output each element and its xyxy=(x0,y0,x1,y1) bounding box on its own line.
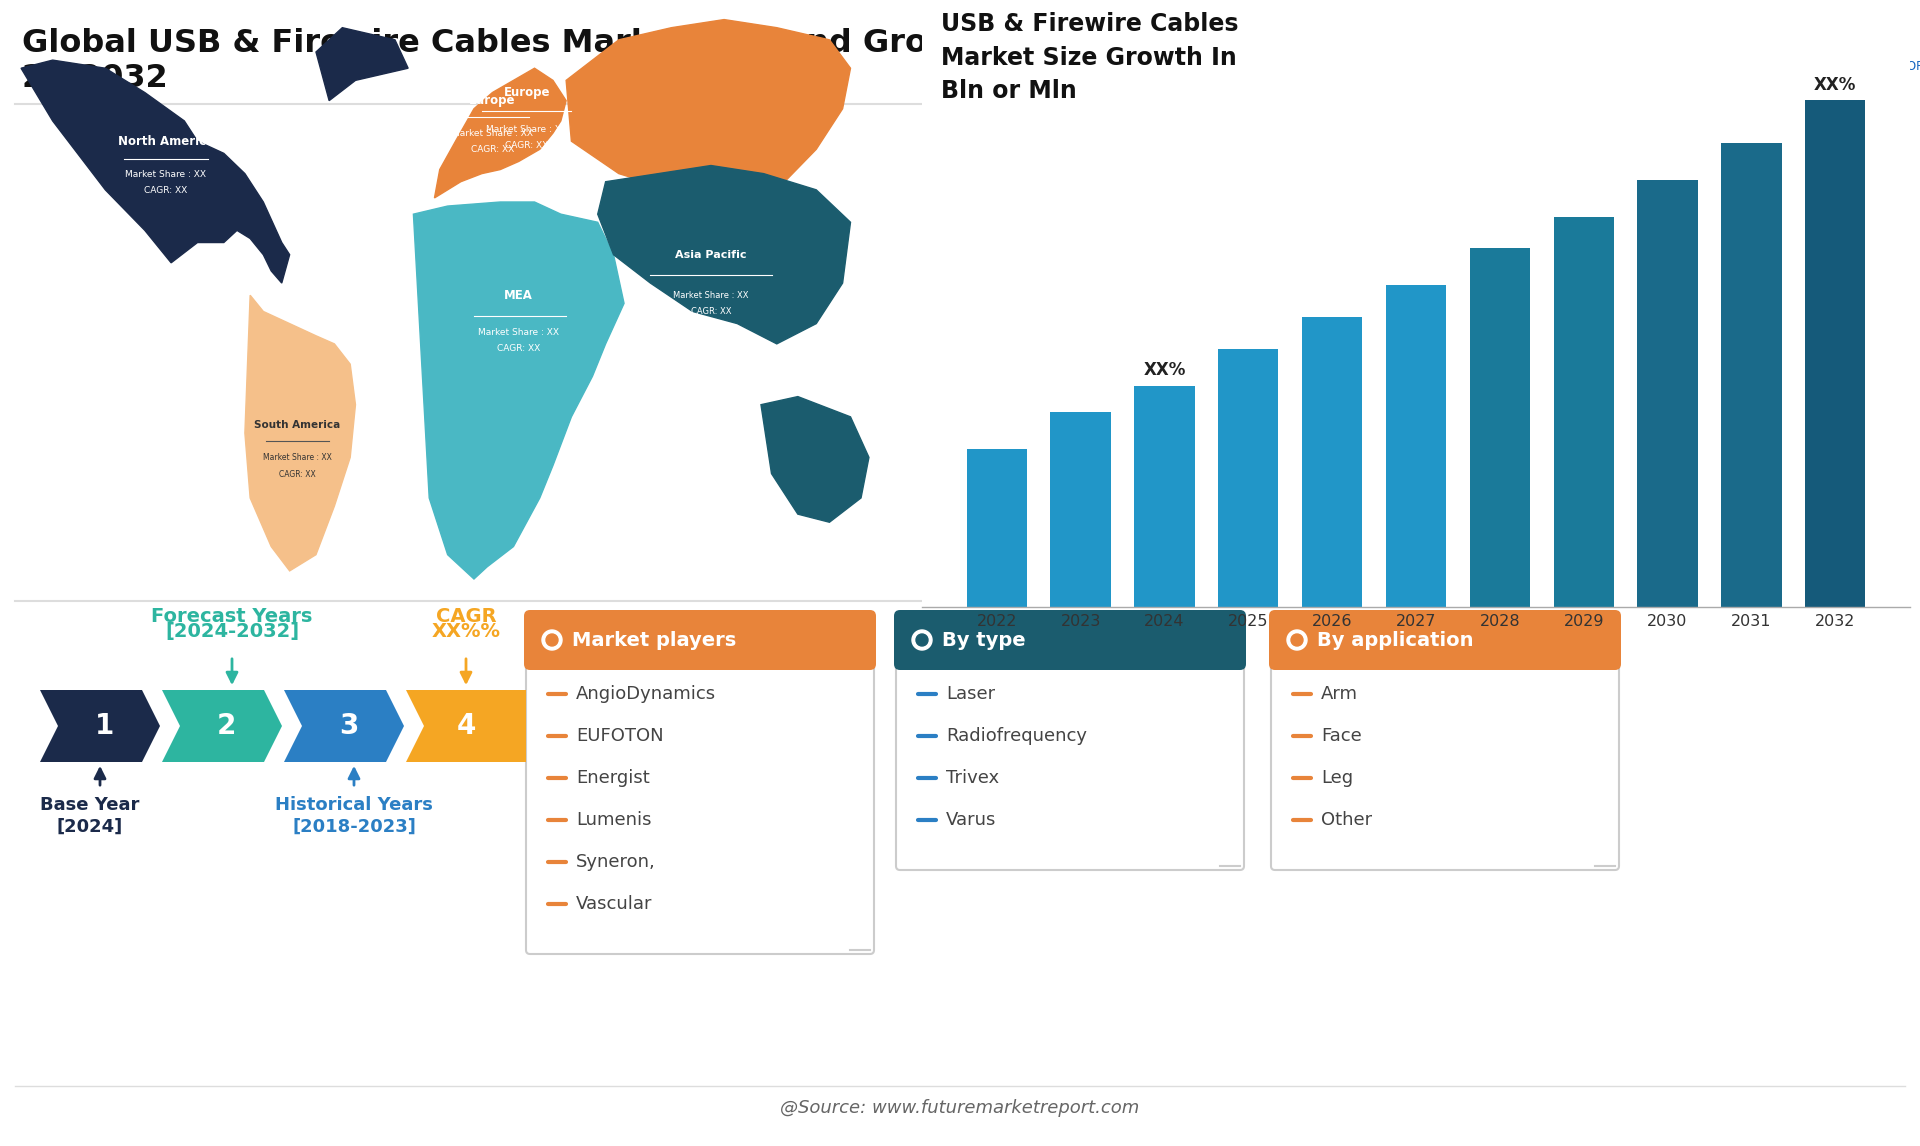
Bar xyxy=(1302,317,1363,607)
Text: Market Share : XX: Market Share : XX xyxy=(451,129,534,138)
Text: CAGR: XX: CAGR: XX xyxy=(144,186,188,195)
Text: 3: 3 xyxy=(338,712,359,740)
Text: Historical Years: Historical Years xyxy=(275,796,432,814)
Text: CAGR: XX: CAGR: XX xyxy=(497,344,540,353)
Text: FUTURE MARKET REPORT: FUTURE MARKET REPORT xyxy=(1782,60,1920,72)
Polygon shape xyxy=(161,690,282,762)
Circle shape xyxy=(545,634,559,646)
Polygon shape xyxy=(597,165,851,344)
Text: Asia Pacific: Asia Pacific xyxy=(676,250,747,260)
Text: 4: 4 xyxy=(457,712,476,740)
Text: Laser: Laser xyxy=(947,685,995,702)
Bar xyxy=(1553,217,1615,607)
Text: Forecast Years: Forecast Years xyxy=(152,607,313,626)
Polygon shape xyxy=(317,28,409,101)
Text: @Source: www.futuremarketreport.com: @Source: www.futuremarketreport.com xyxy=(780,1099,1140,1117)
Text: Market players: Market players xyxy=(572,630,735,650)
Circle shape xyxy=(1713,36,1757,80)
Text: XX%: XX% xyxy=(1142,361,1187,379)
Text: Market Share : XX: Market Share : XX xyxy=(674,291,749,300)
Circle shape xyxy=(1286,630,1308,650)
Text: Face: Face xyxy=(1321,727,1361,745)
Text: Arm: Arm xyxy=(1321,685,1357,702)
Text: XX%%: XX%% xyxy=(432,622,501,641)
Text: CAGR: CAGR xyxy=(436,607,495,626)
Text: North America: North America xyxy=(117,135,213,148)
Text: Energist: Energist xyxy=(576,769,649,787)
Text: [2018-2023]: [2018-2023] xyxy=(292,818,417,835)
FancyBboxPatch shape xyxy=(897,664,1244,870)
FancyBboxPatch shape xyxy=(895,610,1246,670)
Text: Market Share : XX: Market Share : XX xyxy=(263,454,332,462)
Text: XX%: XX% xyxy=(1814,76,1857,94)
Text: By application: By application xyxy=(1317,630,1473,650)
Polygon shape xyxy=(246,296,355,571)
Polygon shape xyxy=(405,690,526,762)
FancyBboxPatch shape xyxy=(524,610,876,670)
Text: FMR: FMR xyxy=(1782,26,1864,60)
Text: Trivex: Trivex xyxy=(947,769,998,787)
Text: Base Year: Base Year xyxy=(40,796,140,814)
Text: 1: 1 xyxy=(94,712,113,740)
Text: Vascular: Vascular xyxy=(576,895,653,913)
Text: Market Share : XX: Market Share : XX xyxy=(478,328,559,337)
Bar xyxy=(1050,411,1112,607)
Text: Lumenis: Lumenis xyxy=(576,811,651,829)
Polygon shape xyxy=(413,202,624,579)
Bar xyxy=(1805,101,1866,607)
Text: MEA: MEA xyxy=(505,289,534,301)
Polygon shape xyxy=(760,397,870,523)
Text: South America: South America xyxy=(255,419,340,430)
Text: 2: 2 xyxy=(217,712,236,740)
Text: ⊙: ⊙ xyxy=(1724,46,1745,70)
Text: CAGR: XX: CAGR: XX xyxy=(505,141,549,150)
Polygon shape xyxy=(40,690,159,762)
Text: Leg: Leg xyxy=(1321,769,1354,787)
Bar xyxy=(966,449,1027,607)
Text: CAGR: XX: CAGR: XX xyxy=(470,146,515,155)
Text: USB & Firewire Cables
Market Size Growth In
Bln or Mln: USB & Firewire Cables Market Size Growth… xyxy=(941,13,1238,103)
Polygon shape xyxy=(21,60,290,283)
Text: [2024]: [2024] xyxy=(58,818,123,835)
Text: CAGR: XX: CAGR: XX xyxy=(691,307,732,316)
FancyBboxPatch shape xyxy=(526,664,874,953)
Bar xyxy=(1638,180,1697,607)
Text: Europe: Europe xyxy=(503,86,549,99)
Polygon shape xyxy=(284,690,403,762)
Bar xyxy=(1217,348,1279,607)
Text: CAGR: XX: CAGR: XX xyxy=(278,470,317,479)
Text: Radiofrequency: Radiofrequency xyxy=(947,727,1087,745)
Bar xyxy=(1386,285,1446,607)
Circle shape xyxy=(912,630,931,650)
Text: 24-2032: 24-2032 xyxy=(21,63,169,94)
Text: EUFOTON: EUFOTON xyxy=(576,727,664,745)
FancyBboxPatch shape xyxy=(1269,610,1620,670)
FancyBboxPatch shape xyxy=(1271,664,1619,870)
Polygon shape xyxy=(566,19,851,214)
Bar xyxy=(1135,385,1194,607)
Polygon shape xyxy=(434,69,566,198)
Text: Europe: Europe xyxy=(468,94,516,107)
Bar xyxy=(1720,142,1782,607)
Text: By type: By type xyxy=(943,630,1025,650)
Text: Market Share : XX: Market Share : XX xyxy=(125,170,205,179)
Text: Varus: Varus xyxy=(947,811,996,829)
Text: AngioDynamics: AngioDynamics xyxy=(576,685,716,702)
Circle shape xyxy=(541,630,563,650)
Text: Market Share : XX: Market Share : XX xyxy=(486,125,566,134)
Text: [2024-2032]: [2024-2032] xyxy=(165,622,300,641)
Circle shape xyxy=(1290,634,1304,646)
Text: Global USB & Firewire Cables Market Size and Growth | CAGR Forecast 20: Global USB & Firewire Cables Market Size… xyxy=(21,28,1350,60)
Circle shape xyxy=(916,634,927,646)
Wedge shape xyxy=(1697,19,1772,96)
Text: Other: Other xyxy=(1321,811,1373,829)
Text: Syneron,: Syneron, xyxy=(576,853,657,871)
Bar xyxy=(1469,249,1530,607)
